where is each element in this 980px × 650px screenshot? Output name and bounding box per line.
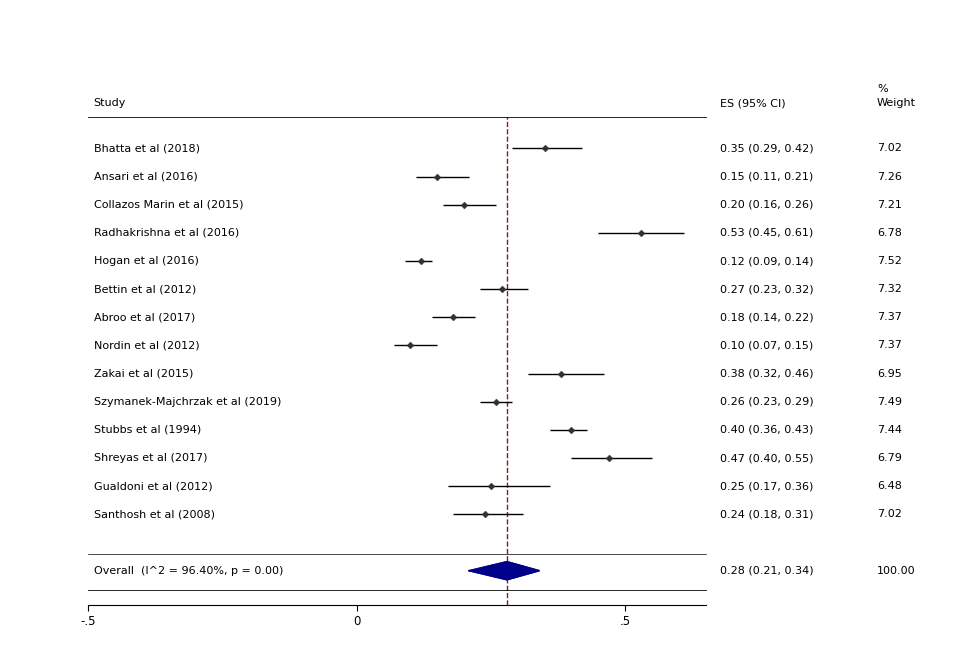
Text: Ansari et al (2016): Ansari et al (2016) [93, 172, 197, 181]
Text: 6.78: 6.78 [877, 228, 902, 238]
Text: 7.02: 7.02 [877, 144, 902, 153]
Text: 0.20 (0.16, 0.26): 0.20 (0.16, 0.26) [720, 200, 813, 210]
Text: 0.40 (0.36, 0.43): 0.40 (0.36, 0.43) [720, 425, 813, 435]
Text: 0.25 (0.17, 0.36): 0.25 (0.17, 0.36) [720, 481, 813, 491]
Text: 0.24 (0.18, 0.31): 0.24 (0.18, 0.31) [720, 510, 813, 519]
Text: 0.28 (0.21, 0.34): 0.28 (0.21, 0.34) [720, 566, 814, 576]
Text: Radhakrishna et al (2016): Radhakrishna et al (2016) [93, 228, 239, 238]
Text: 7.21: 7.21 [877, 200, 902, 210]
Text: Gualdoni et al (2012): Gualdoni et al (2012) [93, 481, 213, 491]
Text: Abroo et al (2017): Abroo et al (2017) [93, 312, 195, 322]
Text: 7.02: 7.02 [877, 510, 902, 519]
Text: %: % [877, 84, 888, 94]
Text: 0.27 (0.23, 0.32): 0.27 (0.23, 0.32) [720, 284, 814, 294]
Text: 7.37: 7.37 [877, 312, 902, 322]
Text: 7.37: 7.37 [877, 341, 902, 350]
Text: 100.00: 100.00 [877, 566, 915, 576]
Text: 7.44: 7.44 [877, 425, 903, 435]
Text: 0.35 (0.29, 0.42): 0.35 (0.29, 0.42) [720, 144, 814, 153]
Text: 0.15 (0.11, 0.21): 0.15 (0.11, 0.21) [720, 172, 813, 181]
Polygon shape [469, 562, 539, 580]
Text: ES (95% CI): ES (95% CI) [720, 98, 786, 109]
Text: 7.26: 7.26 [877, 172, 902, 181]
Text: 7.52: 7.52 [877, 256, 902, 266]
Text: Collazos Marin et al (2015): Collazos Marin et al (2015) [93, 200, 243, 210]
Text: 0.10 (0.07, 0.15): 0.10 (0.07, 0.15) [720, 341, 813, 350]
Text: 0.18 (0.14, 0.22): 0.18 (0.14, 0.22) [720, 312, 814, 322]
Text: Nordin et al (2012): Nordin et al (2012) [93, 341, 199, 350]
Text: Bhatta et al (2018): Bhatta et al (2018) [93, 144, 200, 153]
Text: Study: Study [93, 98, 126, 109]
Text: 0.53 (0.45, 0.61): 0.53 (0.45, 0.61) [720, 228, 813, 238]
Text: Stubbs et al (1994): Stubbs et al (1994) [93, 425, 201, 435]
Text: 7.49: 7.49 [877, 396, 903, 407]
Text: 0.12 (0.09, 0.14): 0.12 (0.09, 0.14) [720, 256, 813, 266]
Text: 6.48: 6.48 [877, 481, 902, 491]
Text: 0.38 (0.32, 0.46): 0.38 (0.32, 0.46) [720, 369, 813, 379]
Text: 0.26 (0.23, 0.29): 0.26 (0.23, 0.29) [720, 396, 814, 407]
Text: Zakai et al (2015): Zakai et al (2015) [93, 369, 193, 379]
Text: 6.79: 6.79 [877, 453, 902, 463]
Text: 0.47 (0.40, 0.55): 0.47 (0.40, 0.55) [720, 453, 813, 463]
Text: Overall  (I^2 = 96.40%, p = 0.00): Overall (I^2 = 96.40%, p = 0.00) [93, 566, 283, 576]
Text: Bettin et al (2012): Bettin et al (2012) [93, 284, 196, 294]
Text: 7.32: 7.32 [877, 284, 902, 294]
Text: Shreyas et al (2017): Shreyas et al (2017) [93, 453, 207, 463]
Text: Weight: Weight [877, 98, 916, 109]
Text: Santhosh et al (2008): Santhosh et al (2008) [93, 510, 215, 519]
Text: Szymanek-Majchrzak et al (2019): Szymanek-Majchrzak et al (2019) [93, 396, 281, 407]
Text: 6.95: 6.95 [877, 369, 902, 379]
Text: Hogan et al (2016): Hogan et al (2016) [93, 256, 198, 266]
